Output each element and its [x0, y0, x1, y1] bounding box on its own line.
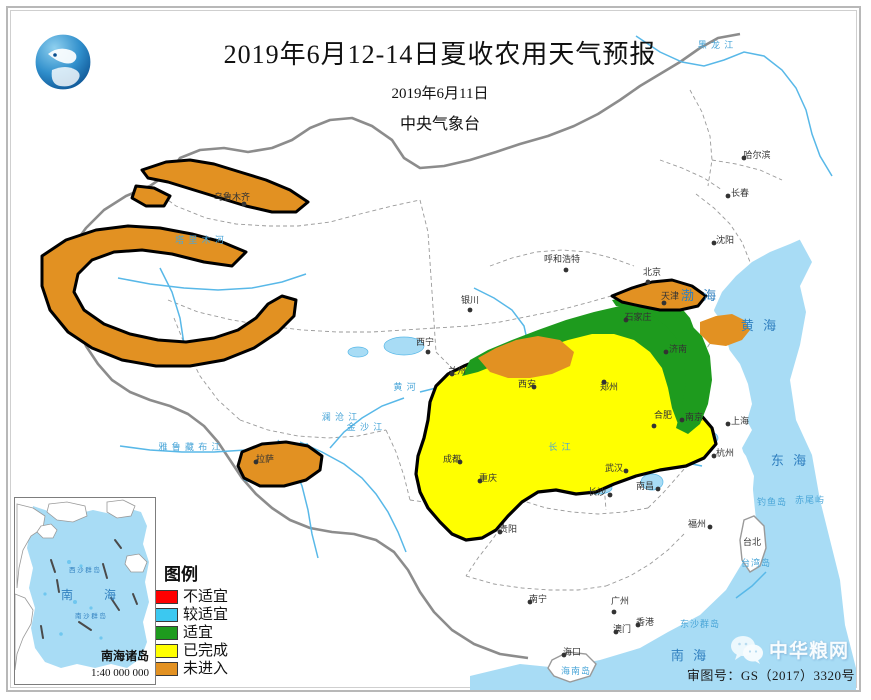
city-label-3: 呼和浩特: [544, 253, 580, 264]
inset-sea-label: 南 海: [61, 588, 131, 602]
water-label-9: 东沙群岛: [680, 618, 720, 629]
water-label-3: 金 沙 江: [347, 421, 384, 432]
city-label-14: 南京: [685, 411, 703, 422]
sea-label-1: 黄 海: [741, 318, 779, 333]
city-label-24: 贵阳: [499, 523, 517, 534]
water-label-5: 雅 鲁 藏 布 江: [158, 441, 221, 452]
watermark: 中华粮网: [730, 634, 849, 664]
issuing-organization: 中央气象台: [399, 116, 480, 133]
inset-svg: 西 沙 群 岛 南 沙 群 岛: [15, 498, 155, 684]
region-not-entered-orange: [40, 158, 750, 488]
city-label-9: 兰州: [448, 365, 466, 376]
city-label-2: 沈阳: [716, 234, 734, 245]
page-title: 2019年6月12-14日夏收农用天气预报: [223, 40, 657, 69]
city-dots: [241, 155, 747, 658]
legend-item-unsuitable: 不适宜: [150, 588, 300, 606]
watermark-text: 中华粮网: [768, 640, 849, 662]
water-label-1: 黄 河: [393, 381, 416, 392]
water-label-7: 台湾岛: [741, 557, 771, 568]
inset-map-title: 南海诸岛: [100, 649, 149, 663]
city-label-19: 重庆: [479, 472, 497, 483]
city-label-11: 西安: [518, 378, 536, 389]
city-label-7: 银川: [461, 294, 479, 305]
legend-label-completed: 已完成: [183, 642, 229, 659]
water-label-11: 赤尾屿: [795, 495, 825, 505]
city-label-10: 济南: [669, 343, 687, 354]
sea-labels: 渤 海黄 海东 海南 海: [671, 288, 809, 663]
legend-item-fairly-suitable: 较适宜: [150, 606, 300, 624]
city-label-16: 成都: [443, 453, 461, 464]
legend-label-fairly-suitable: 较适宜: [183, 606, 229, 623]
svg-text:西 沙 群 岛: 西 沙 群 岛: [69, 565, 100, 574]
legend-item-suitable: 适宜: [150, 624, 300, 642]
city-label-15: 上海: [731, 415, 749, 426]
city-label-12: 郑州: [600, 381, 618, 392]
inset-map-scale: 1:40 000 000: [90, 667, 149, 679]
city-label-29: 香港: [636, 616, 654, 627]
city-label-6: 石家庄: [624, 311, 651, 322]
legend-label-not-entered: 未进入: [183, 660, 229, 677]
city-label-31: 海口: [563, 646, 581, 657]
city-label-5: 天津: [661, 291, 679, 301]
city-label-8: 西宁: [416, 336, 434, 347]
city-label-0: 哈尔滨: [743, 149, 770, 160]
city-label-23: 南昌: [636, 480, 654, 491]
map-approval-number: 审图号：GS（2017）3320号: [686, 668, 855, 683]
cma-dragon-logo: [34, 33, 92, 91]
sea-label-0: 渤 海: [681, 288, 719, 303]
water-label-8: 海南岛: [561, 665, 591, 676]
south-china-sea-inset-map: 西 沙 群 岛 南 沙 群 岛 南 海 南海诸岛 1:40 000 000: [14, 497, 156, 685]
water-label-6: 塔 里 木 河: [175, 234, 225, 245]
city-label-26: 台北: [743, 536, 761, 547]
legend-label-suitable: 适宜: [183, 624, 214, 641]
water-labels: 黑 龙 江黄 河长 江 金 沙 江澜 沧 江雅 鲁 藏 布 江 塔 里 木 河台湾岛…: [158, 39, 825, 676]
issue-date: 2019年6月11日: [391, 86, 489, 102]
svg-text:南 沙 群 岛: 南 沙 群 岛: [75, 611, 106, 620]
city-label-17: 武汉: [605, 462, 623, 473]
image-inner-frame: [10, 10, 857, 688]
city-label-27: 南宁: [529, 593, 547, 604]
city-label-28: 广州: [611, 595, 629, 606]
city-label-25: 福州: [688, 518, 706, 529]
islands: [547, 515, 767, 683]
legend-label-unsuitable: 不适宜: [183, 588, 229, 605]
city-label-20: 拉萨: [256, 453, 274, 464]
legend: 图例 不适宜 较适宜 适宜 已完成 未进入: [150, 560, 300, 678]
water-label-4: 澜 沧 江: [322, 411, 359, 422]
water-label-2: 长 江: [548, 441, 571, 452]
city-label-22: 长沙: [588, 486, 606, 497]
water-label-0: 黑 龙 江: [698, 39, 735, 50]
sea-label-2: 东 海: [771, 453, 809, 468]
wechat-icon: [730, 636, 763, 664]
water-label-10: 钓鱼岛: [757, 496, 787, 507]
city-label-18: 杭州: [716, 447, 734, 458]
city-label-30: 澳门: [613, 623, 631, 634]
legend-item-not-entered: 未进入: [150, 660, 300, 678]
city-label-4: 北京: [643, 266, 661, 277]
city-label-21: 乌鲁木齐: [214, 191, 250, 202]
sea-label-3: 南 海: [671, 648, 709, 663]
city-label-1: 长春: [731, 187, 749, 198]
legend-title: 图例: [164, 565, 198, 584]
city-label-13: 合肥: [654, 409, 672, 420]
legend-item-completed: 已完成: [150, 642, 300, 660]
